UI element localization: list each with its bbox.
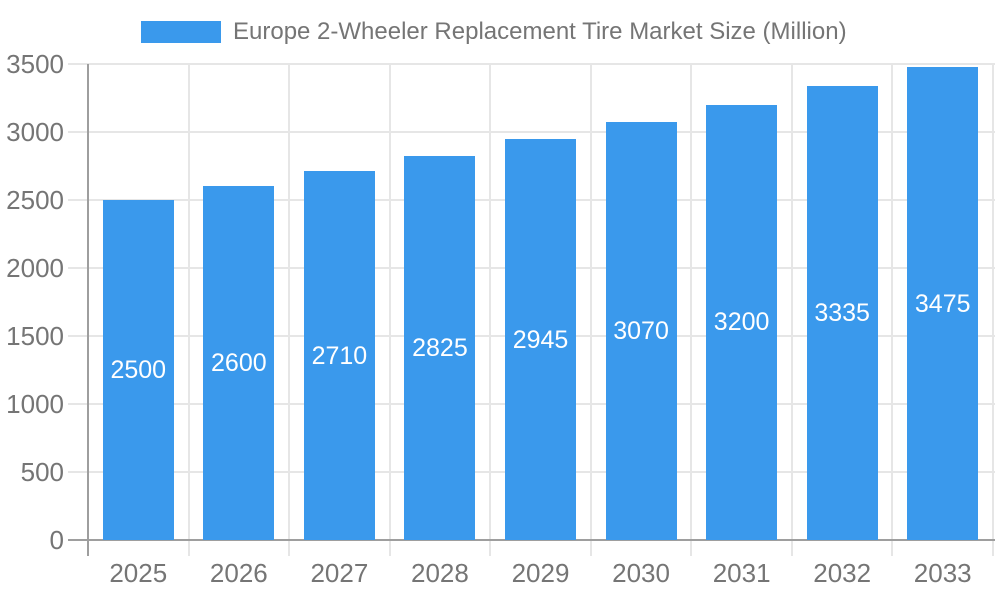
y-tick-label: 3000 (6, 117, 64, 147)
y-tick-label: 0 (49, 525, 64, 555)
bar[interactable] (303, 171, 375, 540)
x-tick-label: 2032 (813, 558, 872, 588)
x-tick-label: 2030 (612, 558, 670, 588)
x-gridline (589, 64, 592, 556)
x-gridline (388, 64, 391, 556)
y-tick-label: 2000 (6, 253, 64, 283)
x-tick-label: 2025 (109, 558, 168, 588)
legend-item[interactable]: Europe 2-Wheeler Replacement Tire Market… (141, 15, 847, 49)
bar-value-label: 2710 (311, 341, 368, 370)
x-tick-label: 2028 (411, 558, 469, 588)
x-gridline (992, 64, 994, 556)
x-gridline (790, 64, 793, 556)
x-tick-label: 2033 (913, 558, 972, 588)
bar[interactable] (102, 200, 174, 540)
y-tick-label: 2500 (6, 185, 64, 215)
x-tick-label: 2029 (511, 558, 570, 588)
bar[interactable] (203, 186, 275, 540)
bar-value-label: 2825 (412, 333, 468, 362)
bar[interactable] (806, 86, 878, 540)
x-gridline (288, 64, 291, 556)
bar-value-label: 3200 (713, 308, 770, 337)
y-tick-label: 1000 (6, 389, 64, 419)
bar-value-label: 2500 (110, 356, 167, 384)
y-tick-label: 3500 (6, 49, 64, 79)
y-tick-label: 1500 (6, 321, 64, 351)
bar[interactable] (404, 155, 476, 540)
y-tick-label: 500 (20, 457, 64, 487)
bar-value-label: 2600 (211, 349, 267, 378)
bar[interactable] (505, 139, 576, 540)
x-tick-label: 2027 (310, 558, 369, 588)
legend-swatch-icon (141, 21, 221, 43)
y-gridline (68, 131, 995, 133)
x-axis-line (68, 539, 995, 541)
x-gridline (187, 64, 190, 556)
y-gridline (68, 63, 995, 65)
bar-value-label: 2945 (512, 325, 569, 354)
bar-value-label: 3335 (814, 299, 870, 328)
legend-label: Europe 2-Wheeler Replacement Tire Market… (233, 18, 847, 45)
x-gridline (690, 64, 693, 556)
bar-value-label: 3070 (613, 317, 669, 346)
y-axis-line (87, 64, 89, 556)
bar-value-label: 3475 (914, 289, 971, 318)
bar[interactable] (706, 104, 778, 540)
bar[interactable] (907, 67, 979, 540)
x-tick-label: 2026 (209, 558, 268, 588)
x-gridline (489, 64, 492, 556)
x-tick-label: 2031 (712, 558, 771, 588)
x-gridline (891, 64, 894, 556)
bar[interactable] (605, 122, 677, 540)
